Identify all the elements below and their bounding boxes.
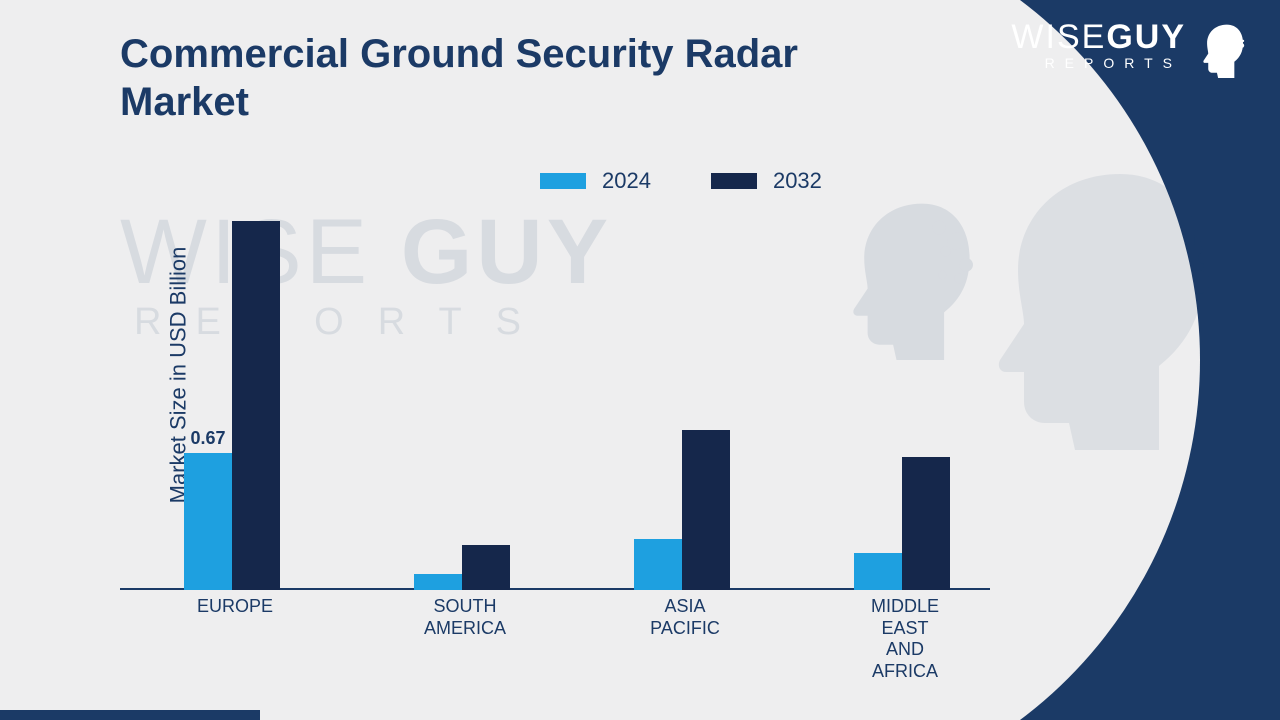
chart-title: Commercial Ground Security Radar Market <box>120 30 840 126</box>
bar-group: ASIAPACIFIC <box>600 180 770 590</box>
plot-area: 0.67EUROPE SOUTHAMERICA ASIAPACIFIC MIDDLEE… <box>120 180 990 590</box>
bar-2024 <box>414 574 462 590</box>
logo-text-1: WISE <box>1011 18 1106 56</box>
bar-chart: Market Size in USD Billion 0.67EUROPESOU… <box>60 160 990 590</box>
category-label: SOUTHAMERICA <box>380 590 550 639</box>
category-label: ASIAPACIFIC <box>600 590 770 639</box>
bar-group: MIDDLEEASTANDAFRICA <box>820 180 990 590</box>
bar-2024 <box>854 553 902 590</box>
bar-group: SOUTHAMERICA <box>380 180 550 590</box>
bar-2032 <box>232 221 280 590</box>
bar-2032 <box>682 430 730 590</box>
bar-2024 <box>634 539 682 590</box>
category-label: MIDDLEEASTANDAFRICA <box>820 590 990 682</box>
logo-sub: REPORTS <box>990 55 1186 71</box>
bar-value-label: 0.67 <box>178 428 238 449</box>
brand-logo: WISEGUY REPORTS <box>990 18 1250 71</box>
bar-2032 <box>902 457 950 590</box>
bar-2032 <box>462 545 510 590</box>
bar-group: 0.67EUROPE <box>150 180 320 590</box>
logo-head-icon <box>1192 20 1250 78</box>
accent-bar <box>0 710 260 720</box>
bar-2024 <box>184 453 232 590</box>
chart-canvas: WISE GUY REPORTS Commercial Ground Secur… <box>0 0 1280 720</box>
category-label: EUROPE <box>150 590 320 618</box>
logo-text-2: GUY <box>1106 18 1186 56</box>
